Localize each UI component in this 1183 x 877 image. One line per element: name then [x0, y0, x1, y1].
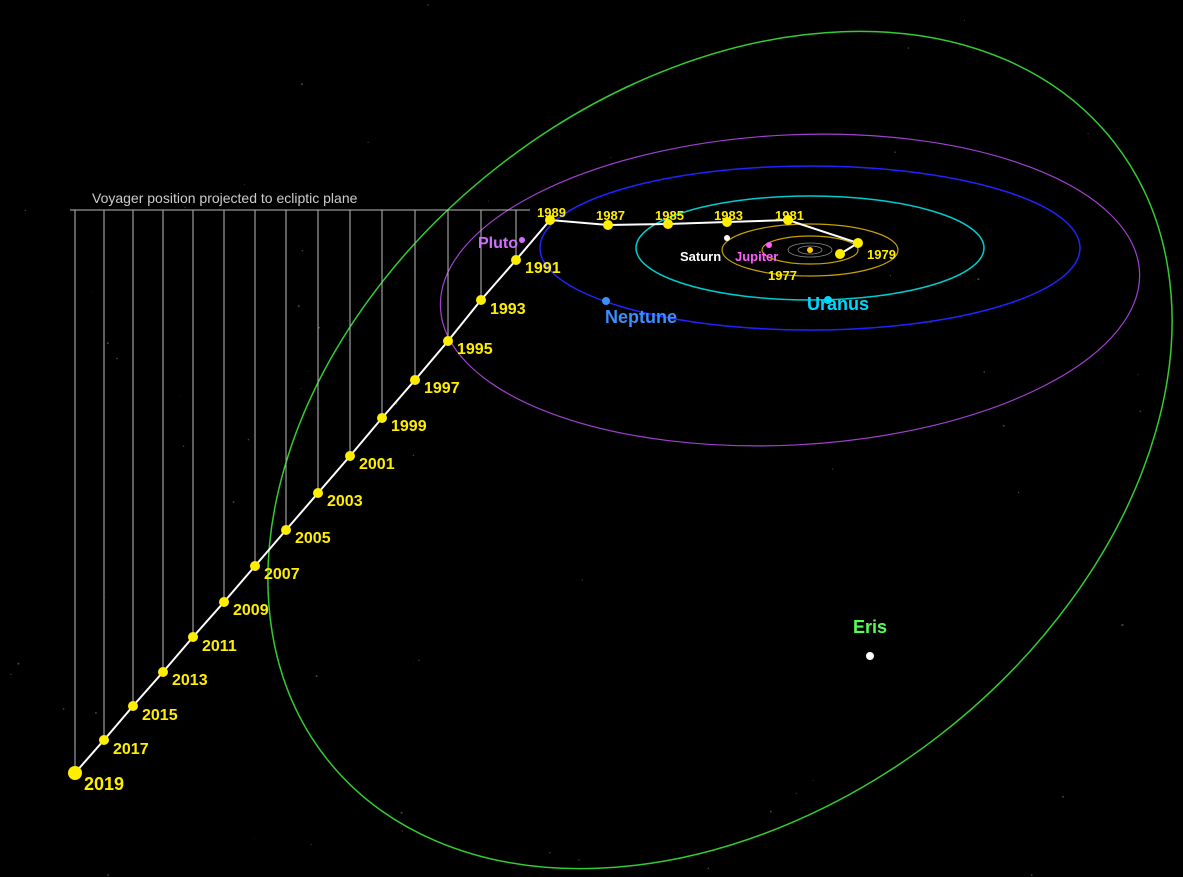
uranus-label: Uranus — [807, 294, 869, 315]
neptune-label: Neptune — [605, 307, 677, 328]
diagram-svg — [0, 0, 1183, 877]
year-1981: 1981 — [775, 208, 804, 223]
year-1985: 1985 — [655, 208, 684, 223]
saturn-label: Saturn — [680, 249, 721, 264]
year-1977: 1977 — [768, 268, 797, 283]
year-2009: 2009 — [233, 602, 269, 620]
pluto-label: Pluto — [478, 235, 518, 253]
jupiter-label: Jupiter — [735, 249, 778, 264]
projection-title: Voyager position projected to ecliptic p… — [92, 190, 357, 206]
eris-label: Eris — [853, 617, 887, 638]
year-2001: 2001 — [359, 456, 395, 474]
year-1989: 1989 — [537, 205, 566, 220]
year-1995: 1995 — [457, 341, 493, 359]
year-1997: 1997 — [424, 380, 460, 398]
year-1991: 1991 — [525, 260, 561, 278]
year-1993: 1993 — [490, 301, 526, 319]
year-2015: 2015 — [142, 707, 178, 725]
year-2011: 2011 — [202, 638, 237, 656]
year-2013: 2013 — [172, 672, 208, 690]
year-2007: 2007 — [264, 566, 300, 584]
year-1987: 1987 — [596, 208, 625, 223]
year-2003: 2003 — [327, 493, 363, 511]
year-2017: 2017 — [113, 741, 149, 759]
diagram-canvas: Voyager position projected to ecliptic p… — [0, 0, 1183, 877]
year-1983: 1983 — [714, 208, 743, 223]
year-2005: 2005 — [295, 530, 331, 548]
year-2019: 2019 — [84, 774, 124, 795]
year-1999: 1999 — [391, 418, 427, 436]
year-1979: 1979 — [867, 247, 896, 262]
